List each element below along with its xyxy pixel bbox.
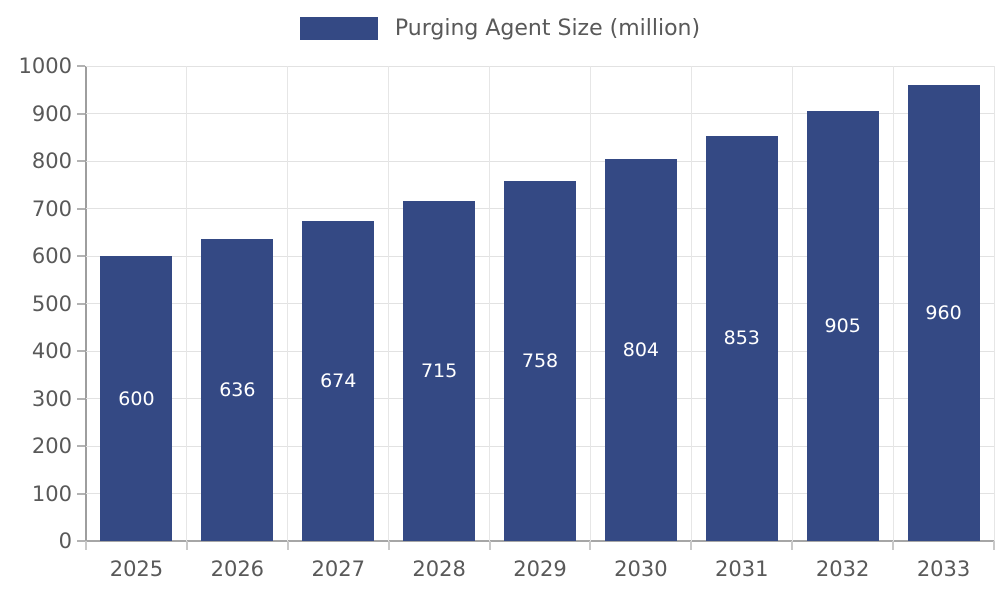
gridline-horizontal [86, 65, 994, 67]
y-axis-tick [77, 112, 85, 115]
y-axis-tick [77, 302, 85, 305]
x-tick-label: 2027 [311, 557, 365, 581]
x-axis-tick [185, 541, 188, 550]
y-tick-label: 900 [31, 101, 72, 126]
y-axis-tick [77, 160, 85, 162]
y-tick-label: 700 [31, 196, 72, 221]
bar-value-label: 960 [925, 302, 962, 324]
x-tick-label: 2032 [815, 557, 870, 581]
x-tick-label: 2030 [614, 557, 668, 581]
bar-2029: 758 [504, 180, 576, 541]
gridline-vertical [791, 66, 793, 541]
x-axis-tick [589, 541, 592, 550]
y-axis-tick [77, 207, 85, 210]
y-axis-tick [77, 492, 85, 495]
y-axis-tick [77, 397, 85, 400]
bar-value-label: 905 [824, 315, 861, 338]
y-axis-tick [77, 540, 85, 542]
bar-value-label: 674 [320, 369, 357, 392]
y-tick-label: 800 [31, 149, 72, 173]
x-tick-label: 2031 [715, 557, 769, 581]
x-axis-tick [85, 541, 87, 550]
gridline-vertical [388, 66, 390, 541]
x-axis-tick [286, 541, 289, 550]
y-tick-label: 400 [31, 339, 72, 363]
gridline-horizontal [86, 113, 994, 114]
legend-swatch [299, 17, 378, 40]
gridline-vertical [993, 66, 995, 541]
x-tick-label: 2025 [109, 557, 164, 581]
plot-area: 600 636 674 715 758 804 853 905 960 [86, 65, 995, 541]
gridline-horizontal [86, 160, 994, 162]
x-tick-label: 2033 [916, 557, 971, 581]
bar-2031: 853 [705, 135, 778, 541]
gridline-vertical [186, 66, 188, 541]
y-axis-line [85, 66, 87, 542]
x-axis-tick [690, 541, 693, 550]
y-axis-tick [77, 65, 85, 67]
x-tick-label: 2028 [412, 557, 466, 581]
y-axis-tick [77, 255, 85, 257]
x-tick-label: 2029 [513, 557, 567, 581]
bar-2028: 715 [403, 201, 476, 541]
y-tick-label: 100 [31, 481, 72, 506]
bar-value-label: 636 [219, 378, 256, 401]
gridline-vertical [489, 66, 491, 541]
y-tick-label: 0 [58, 529, 72, 553]
y-tick-label: 300 [31, 386, 72, 411]
bar-2033: 960 [907, 85, 980, 541]
y-tick-label: 1000 [18, 54, 72, 78]
gridline-vertical [287, 66, 289, 541]
bar-value-label: 715 [420, 360, 458, 383]
x-axis-line [85, 540, 995, 542]
x-axis-tick [892, 541, 895, 550]
x-axis-tick [791, 541, 794, 550]
bar-2026: 636 [201, 238, 274, 541]
gridline-vertical [892, 66, 894, 541]
y-tick-label: 600 [31, 244, 72, 268]
gridline-vertical [690, 66, 692, 541]
y-axis-tick [77, 350, 85, 352]
x-axis-tick [488, 541, 491, 550]
x-axis-tick [993, 541, 995, 550]
y-axis-tick [77, 445, 85, 447]
bar-value-label: 853 [723, 327, 760, 350]
bar-2032: 905 [806, 111, 879, 541]
bar-2027: 674 [302, 220, 375, 541]
y-tick-label: 200 [31, 434, 72, 458]
y-tick-label: 500 [31, 291, 72, 316]
gridline-vertical [589, 66, 591, 541]
bar-2025: 600 [100, 256, 173, 541]
legend-label: Purging Agent Size (million) [394, 16, 701, 41]
x-axis-tick [387, 541, 390, 550]
bar-value-label: 804 [622, 339, 659, 362]
bar-value-label: 600 [118, 387, 155, 410]
legend: Purging Agent Size (million) [0, 16, 1000, 41]
bar-2030: 804 [604, 159, 677, 541]
bar-value-label: 758 [521, 349, 559, 372]
x-tick-label: 2026 [210, 557, 265, 581]
